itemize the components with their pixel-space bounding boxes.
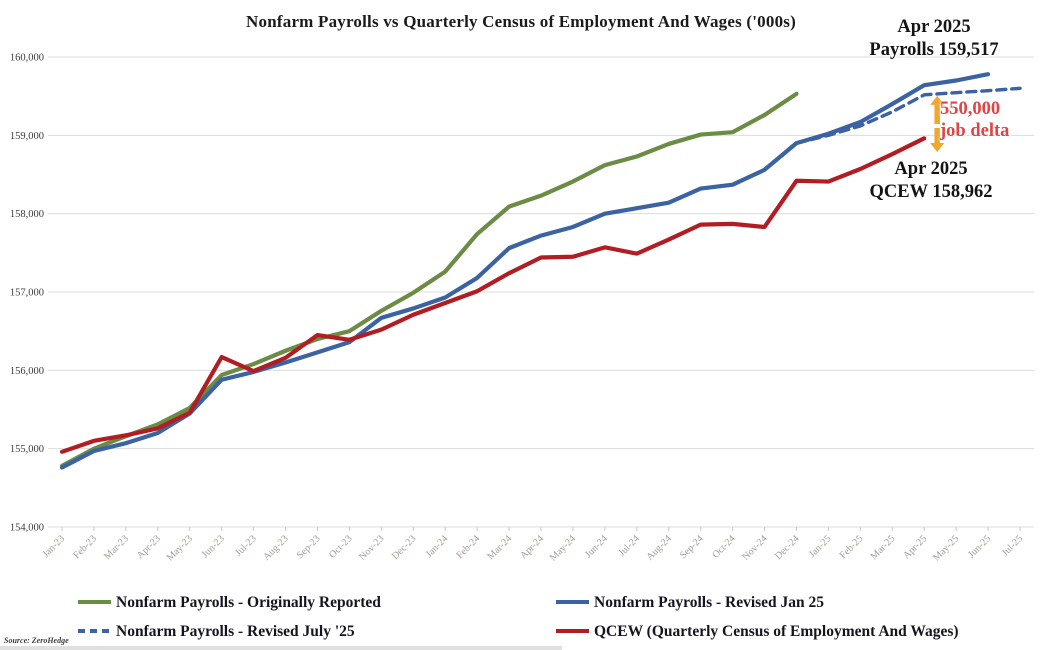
svg-text:Apr-25: Apr-25 <box>901 533 929 561</box>
legend-swatch-blue-line <box>556 600 589 604</box>
legend-swatch-green-line <box>78 600 111 604</box>
chart-title: Nonfarm Payrolls vs Quarterly Census of … <box>246 12 796 31</box>
legend-label: Nonfarm Payrolls - Revised Jan 25 <box>594 594 825 611</box>
annotation-delta-line2: job delta <box>940 121 1010 141</box>
svg-text:Aug-24: Aug-24 <box>644 533 673 562</box>
legend-item-revised-july-25: Nonfarm Payrolls - Revised July '25 <box>78 623 355 641</box>
legend-label: Nonfarm Payrolls - Originally Reported <box>116 594 381 611</box>
svg-text:Dec-23: Dec-23 <box>390 533 419 562</box>
svg-text:Dec-24: Dec-24 <box>773 533 802 562</box>
svg-text:Sep-23: Sep-23 <box>295 533 323 561</box>
annotation-qcew-apr-2025: Apr 2025 QCEW 158,962 <box>836 158 1026 204</box>
legend-item-revised-jan-25: Nonfarm Payrolls - Revised Jan 25 <box>556 594 824 612</box>
legend-item-originally-reported: Nonfarm Payrolls - Originally Reported <box>78 594 381 612</box>
svg-text:160,000: 160,000 <box>10 53 44 64</box>
svg-text:157,000: 157,000 <box>10 288 44 299</box>
svg-text:Jan-25: Jan-25 <box>807 533 834 560</box>
svg-text:Mar-25: Mar-25 <box>869 533 898 562</box>
svg-text:Sep-24: Sep-24 <box>678 533 706 561</box>
legend-label: QCEW (Quarterly Census of Employment And… <box>594 623 959 640</box>
svg-text:Oct-23: Oct-23 <box>327 533 354 560</box>
svg-text:Apr-23: Apr-23 <box>135 533 163 561</box>
legend-item-qcew: QCEW (Quarterly Census of Employment And… <box>556 623 959 641</box>
legend-label: Nonfarm Payrolls - Revised July '25 <box>116 623 355 640</box>
svg-text:156,000: 156,000 <box>10 366 44 377</box>
svg-text:Feb-23: Feb-23 <box>71 533 99 561</box>
source-credit: Source: ZeroHedge <box>4 636 69 645</box>
annotation-payrolls-line1: Apr 2025 <box>897 17 971 37</box>
annotation-qcew-line2: QCEW 158,962 <box>869 182 993 202</box>
svg-text:Jul-25: Jul-25 <box>1000 533 1025 558</box>
svg-text:Mar-23: Mar-23 <box>102 533 131 562</box>
window-edge-strip <box>0 646 562 650</box>
svg-text:May-25: May-25 <box>931 533 961 563</box>
svg-text:Apr-24: Apr-24 <box>518 533 546 561</box>
svg-text:Jul-23: Jul-23 <box>233 533 258 558</box>
svg-text:Jul-24: Jul-24 <box>616 533 641 558</box>
svg-text:Jun-23: Jun-23 <box>200 533 227 560</box>
svg-text:Nov-23: Nov-23 <box>357 533 386 562</box>
annotation-delta-line1: 550,000 <box>940 99 1001 119</box>
svg-text:Oct-24: Oct-24 <box>710 533 737 560</box>
legend: Nonfarm Payrolls - Originally Reported N… <box>0 588 1042 646</box>
annotation-payrolls-apr-2025: Apr 2025 Payrolls 159,517 <box>834 16 1034 62</box>
legend-swatch-blue-dashed-line <box>78 629 111 633</box>
annotation-qcew-line1: Apr 2025 <box>894 159 968 179</box>
svg-text:Feb-24: Feb-24 <box>454 533 482 561</box>
annotation-job-delta: 550,000 job delta <box>940 98 1009 142</box>
annotation-payrolls-line2: Payrolls 159,517 <box>869 40 999 60</box>
svg-text:May-23: May-23 <box>165 533 195 563</box>
legend-swatch-red-line <box>556 629 589 633</box>
svg-text:Aug-23: Aug-23 <box>261 533 290 562</box>
svg-text:159,000: 159,000 <box>10 131 44 142</box>
svg-text:Feb-25: Feb-25 <box>838 533 866 561</box>
svg-text:Mar-24: Mar-24 <box>485 533 514 562</box>
svg-text:May-24: May-24 <box>548 533 578 563</box>
svg-text:Jan-24: Jan-24 <box>424 533 451 560</box>
svg-text:155,000: 155,000 <box>10 444 44 455</box>
svg-text:158,000: 158,000 <box>10 209 44 220</box>
svg-text:Jan-23: Jan-23 <box>40 533 67 560</box>
svg-text:Jun-25: Jun-25 <box>966 533 993 560</box>
svg-text:154,000: 154,000 <box>10 523 44 534</box>
svg-text:Jun-24: Jun-24 <box>583 533 610 560</box>
svg-text:Nov-24: Nov-24 <box>740 533 769 562</box>
